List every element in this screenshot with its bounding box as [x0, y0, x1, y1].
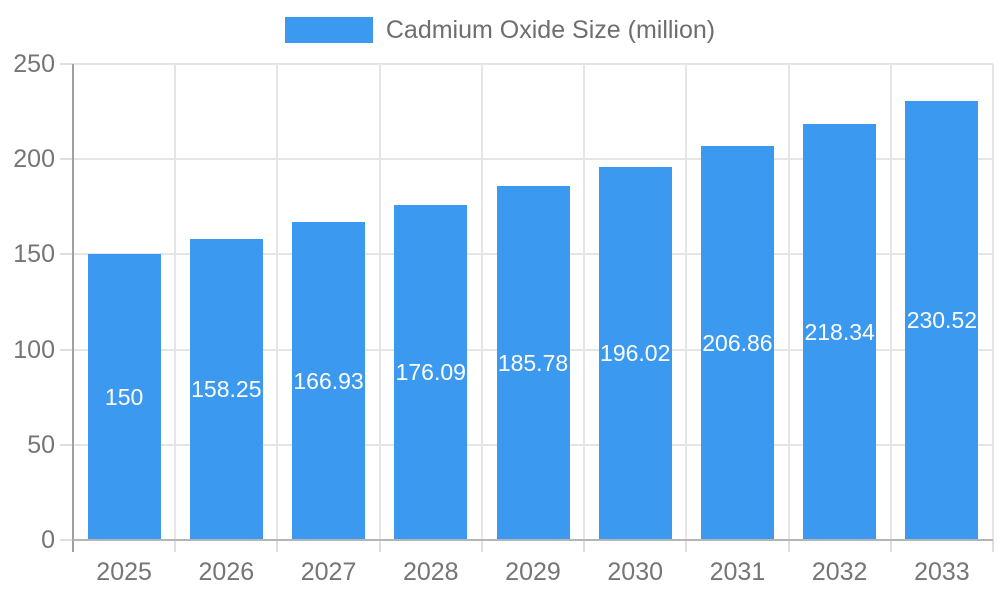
y-axis-tick — [60, 63, 73, 65]
grid-line-horizontal — [73, 63, 993, 65]
bar-2032[interactable] — [803, 124, 877, 540]
x-tick-label: 2030 — [607, 558, 664, 586]
bar-2026[interactable] — [189, 238, 263, 540]
x-axis-tick — [992, 540, 994, 552]
y-axis-tick — [60, 348, 73, 351]
y-axis-tick — [60, 443, 73, 446]
y-axis-line — [72, 64, 74, 552]
grid-line-vertical — [685, 64, 688, 540]
x-axis-tick — [174, 540, 177, 552]
legend-label: Cadmium Oxide Size (million) — [385, 16, 716, 44]
y-axis-tick — [60, 539, 73, 541]
grid-line-vertical — [787, 64, 790, 540]
grid-line-vertical — [992, 64, 994, 540]
legend[interactable]: Cadmium Oxide Size (million) — [0, 17, 1000, 43]
x-tick-label: 2033 — [914, 558, 970, 586]
grid-line-vertical — [583, 64, 586, 540]
grid-line-horizontal — [73, 158, 993, 161]
y-tick-label: 0 — [41, 526, 55, 554]
y-tick-label: 100 — [13, 335, 55, 364]
x-axis-tick — [685, 540, 688, 552]
grid-line-vertical — [480, 64, 483, 540]
legend-swatch-icon — [284, 17, 373, 43]
y-tick-label: 150 — [13, 240, 55, 269]
x-tick-label: 2029 — [505, 558, 561, 586]
grid-line-vertical — [378, 64, 381, 540]
x-tick-label: 2027 — [300, 558, 357, 586]
grid-line-vertical — [889, 64, 892, 540]
bar-2033[interactable] — [905, 101, 979, 540]
x-axis-tick — [378, 540, 381, 552]
bar-2027[interactable] — [292, 222, 366, 540]
x-tick-label: 2032 — [811, 558, 868, 586]
grid-line-vertical — [174, 64, 177, 540]
y-axis-tick — [60, 158, 73, 161]
bar-2028[interactable] — [394, 204, 468, 540]
x-axis-tick — [276, 540, 279, 552]
x-tick-label: 2031 — [709, 558, 766, 586]
y-tick-label: 50 — [27, 430, 55, 459]
y-tick-label: 250 — [13, 50, 55, 78]
x-tick-label: 2028 — [402, 558, 459, 586]
bar-2029[interactable] — [496, 186, 570, 540]
x-axis-tick — [583, 540, 586, 552]
y-axis-tick — [60, 253, 73, 256]
x-axis-tick — [889, 540, 892, 552]
bar-2030[interactable] — [598, 166, 672, 540]
grid-line-vertical — [276, 64, 279, 540]
x-axis-tick — [787, 540, 790, 552]
x-tick-label: 2026 — [198, 558, 255, 586]
bar-2031[interactable] — [700, 146, 774, 540]
x-tick-label: 2025 — [96, 558, 152, 586]
x-axis-tick — [480, 540, 483, 552]
x-axis-line — [73, 539, 993, 541]
y-tick-label: 200 — [13, 145, 55, 174]
bar-2025[interactable] — [87, 254, 161, 540]
